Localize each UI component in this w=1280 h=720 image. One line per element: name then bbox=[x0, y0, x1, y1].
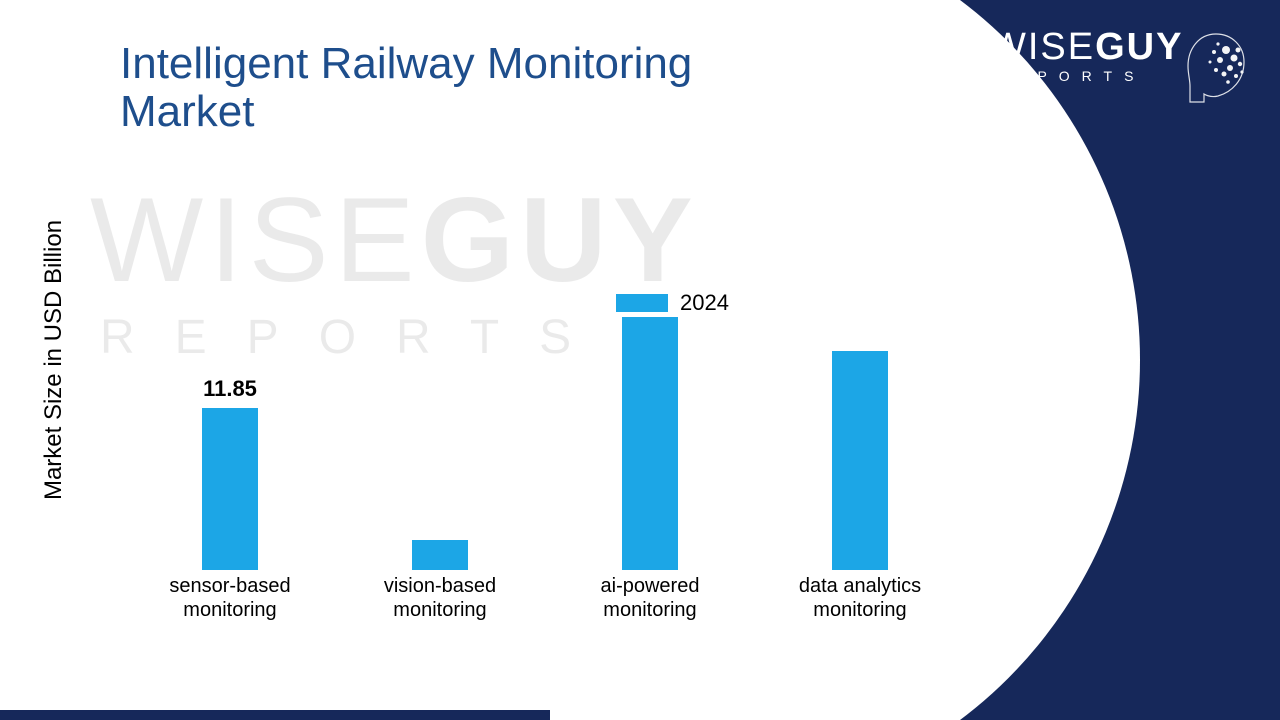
legend-label: 2024 bbox=[680, 290, 729, 316]
x-axis-label: sensor-basedmonitoring bbox=[140, 574, 320, 622]
plot-area: 11.85sensor-basedmonitoringvision-basedm… bbox=[140, 160, 970, 570]
bar bbox=[202, 408, 258, 570]
bar-value-label: 11.85 bbox=[203, 376, 257, 402]
logo-line1a: WISE bbox=[990, 26, 1095, 68]
y-axis-label: Market Size in USD Billion bbox=[40, 220, 68, 500]
bar bbox=[412, 540, 468, 570]
x-axis-label: ai-poweredmonitoring bbox=[560, 574, 740, 622]
bar bbox=[622, 317, 678, 570]
x-axis-label: vision-basedmonitoring bbox=[350, 574, 530, 622]
logo-line1b: GUY bbox=[1095, 26, 1183, 68]
bar bbox=[832, 351, 888, 570]
logo-head-icon bbox=[1180, 30, 1252, 110]
bottom-accent-bar bbox=[0, 710, 550, 720]
legend: 2024 bbox=[616, 290, 729, 316]
x-axis-label: data analyticsmonitoring bbox=[770, 574, 950, 622]
bar-chart: 11.85sensor-basedmonitoringvision-basedm… bbox=[120, 160, 990, 590]
chart-canvas: WISEGUY REPORTS Intelligent Railway Moni… bbox=[0, 0, 1280, 720]
chart-title: Intelligent Railway Monitoring Market bbox=[120, 40, 800, 137]
legend-swatch bbox=[616, 294, 668, 312]
